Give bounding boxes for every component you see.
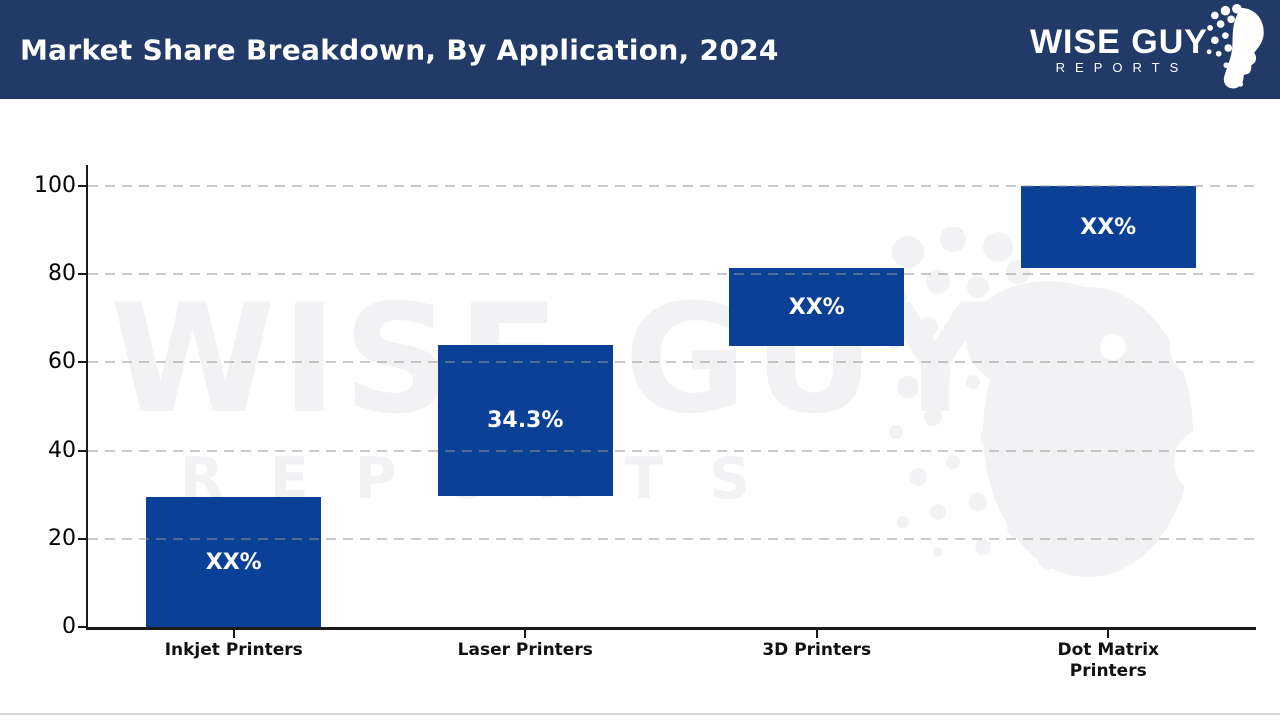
- bar-3d-printers: XX%: [729, 268, 905, 347]
- chart-area: WISE GUY REPORTS XX%34.3%XX%XX%: [0, 99, 1280, 720]
- logo-reports-text: REPORTS: [1055, 60, 1189, 76]
- x-category-label: Inkjet Printers: [164, 640, 303, 660]
- y-tick-label-100: 100: [34, 173, 76, 198]
- y-tick-label-80: 80: [48, 261, 76, 287]
- logo-wise-guy-text: WISE GUY: [1029, 22, 1208, 61]
- y-tick-mark: [78, 185, 86, 187]
- y-tick-mark: [78, 626, 86, 628]
- bar-value-label: XX%: [1080, 214, 1137, 240]
- bar-inkjet-printers: XX%: [146, 497, 322, 627]
- y-axis-spine: [86, 165, 88, 630]
- bar-value-label: XX%: [788, 294, 845, 320]
- gridline-60: [88, 361, 1254, 364]
- x-tick-mark: [1107, 630, 1110, 638]
- bar-laser-printers: 34.3%: [437, 345, 613, 497]
- bar-value-label: 34.3%: [487, 408, 564, 434]
- plot-area: XX% 34.3% XX% XX%: [88, 185, 1254, 627]
- x-category-label: Dot Matrix Printers: [1057, 640, 1160, 682]
- y-tick-mark: [78, 449, 86, 452]
- y-tick-mark: [78, 361, 86, 364]
- x-tick-mark: [524, 630, 527, 638]
- brand-logo: WISE GUY REPORTS: [1029, 4, 1270, 96]
- bottom-border-line: [0, 713, 1280, 715]
- x-category-label: 3D Printers: [762, 640, 872, 660]
- y-tick-mark: [78, 273, 86, 276]
- header: Market Share Breakdown, By Application, …: [0, 0, 1280, 99]
- gridline-80: [88, 273, 1254, 276]
- bar-value-label: XX%: [205, 549, 262, 575]
- x-category-label: Laser Printers: [457, 640, 593, 660]
- x-axis-spine: [86, 627, 1256, 630]
- gridline-20: [88, 537, 1254, 540]
- page-title: Market Share Breakdown, By Application, …: [20, 33, 779, 66]
- y-tick-label-40: 40: [48, 437, 76, 463]
- y-tick-mark: [78, 537, 86, 540]
- y-tick-label-0: 0: [62, 614, 76, 639]
- bar-dot-matrix-printers: XX%: [1020, 186, 1196, 269]
- brand-logo-text: WISE GUY REPORTS: [1029, 22, 1208, 76]
- logo-head-icon: [1198, 4, 1270, 96]
- y-tick-label-60: 60: [48, 349, 76, 375]
- gridline-100: [88, 185, 1254, 187]
- x-tick-mark: [815, 630, 818, 638]
- y-tick-label-20: 20: [48, 525, 76, 551]
- x-tick-mark: [232, 630, 235, 638]
- watermark-head-icon: [878, 226, 1242, 593]
- gridline-40: [88, 449, 1254, 452]
